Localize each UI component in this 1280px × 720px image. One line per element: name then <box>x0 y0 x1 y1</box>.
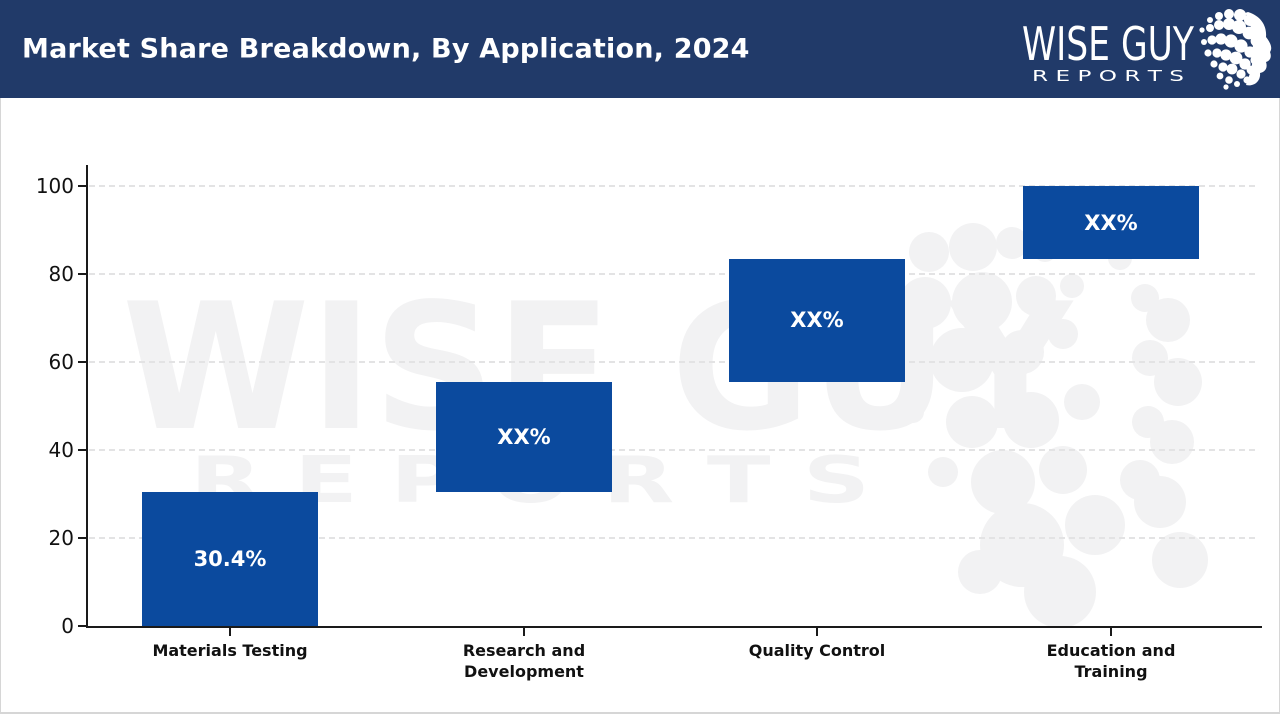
x-category-label-line: Quality Control <box>748 641 886 660</box>
logo-face-dots-icon <box>1199 9 1267 90</box>
x-category-label: Quality Control <box>702 641 932 662</box>
y-tick-mark-40 <box>78 449 86 451</box>
bar-2: XX% <box>729 259 905 382</box>
bar-0: 30.4% <box>142 492 318 626</box>
x-category-label: Research and Development <box>409 641 639 683</box>
y-tick-mark-100 <box>78 185 86 187</box>
x-category-label-line: Materials Testing <box>152 641 308 660</box>
bar-value-label: XX% <box>790 308 844 333</box>
gridline-80 <box>89 273 1255 275</box>
bar-3: XX% <box>1023 186 1199 260</box>
y-tick-mark-60 <box>78 361 86 363</box>
y-tick-label: 100 <box>35 174 74 198</box>
chart-title: Market Share Breakdown, By Application, … <box>22 33 750 65</box>
y-tick-mark-80 <box>78 273 86 275</box>
y-tick-label: 80 <box>48 262 74 286</box>
y-tick-mark-20 <box>78 537 86 539</box>
x-category-label: Education and Training <box>996 641 1226 683</box>
logo-primary-text: WISE GUY <box>1022 17 1195 71</box>
x-category-label-line: Development <box>464 661 584 681</box>
bar-value-label: 30.4% <box>193 547 267 572</box>
x-category-label-line: Training <box>1074 661 1148 681</box>
bar-value-label: XX% <box>1084 210 1138 235</box>
logo-secondary-text: R E P O R T S <box>1032 67 1184 85</box>
x-axis-line <box>86 626 1262 628</box>
y-tick-label: 0 <box>61 614 74 638</box>
x-tick-mark-2 <box>816 628 818 636</box>
bar-value-label: XX% <box>497 425 551 450</box>
gridline-20 <box>89 537 1255 539</box>
x-category-label-line: Research and <box>462 641 586 660</box>
x-tick-mark-1 <box>523 628 525 636</box>
bar-1: XX% <box>436 381 612 493</box>
gridline-40 <box>89 449 1255 451</box>
x-tick-mark-0 <box>229 628 231 636</box>
wise-guy-logo: WISE GUY R E P O R T S <box>1022 9 1272 90</box>
y-tick-label: 20 <box>48 526 74 550</box>
y-tick-label: 60 <box>48 350 74 374</box>
gridline-100 <box>89 185 1255 187</box>
gridline-60 <box>89 361 1255 363</box>
y-axis-line <box>86 165 88 628</box>
header-bar: Market Share Breakdown, By Application, … <box>0 0 1280 98</box>
logo-face-profile-icon <box>1245 12 1272 86</box>
y-tick-label: 40 <box>48 438 74 462</box>
x-tick-mark-3 <box>1110 628 1112 636</box>
x-category-label: Materials Testing <box>115 641 345 662</box>
y-tick-mark-0 <box>78 625 86 627</box>
x-category-label-line: Education and <box>1046 641 1176 660</box>
